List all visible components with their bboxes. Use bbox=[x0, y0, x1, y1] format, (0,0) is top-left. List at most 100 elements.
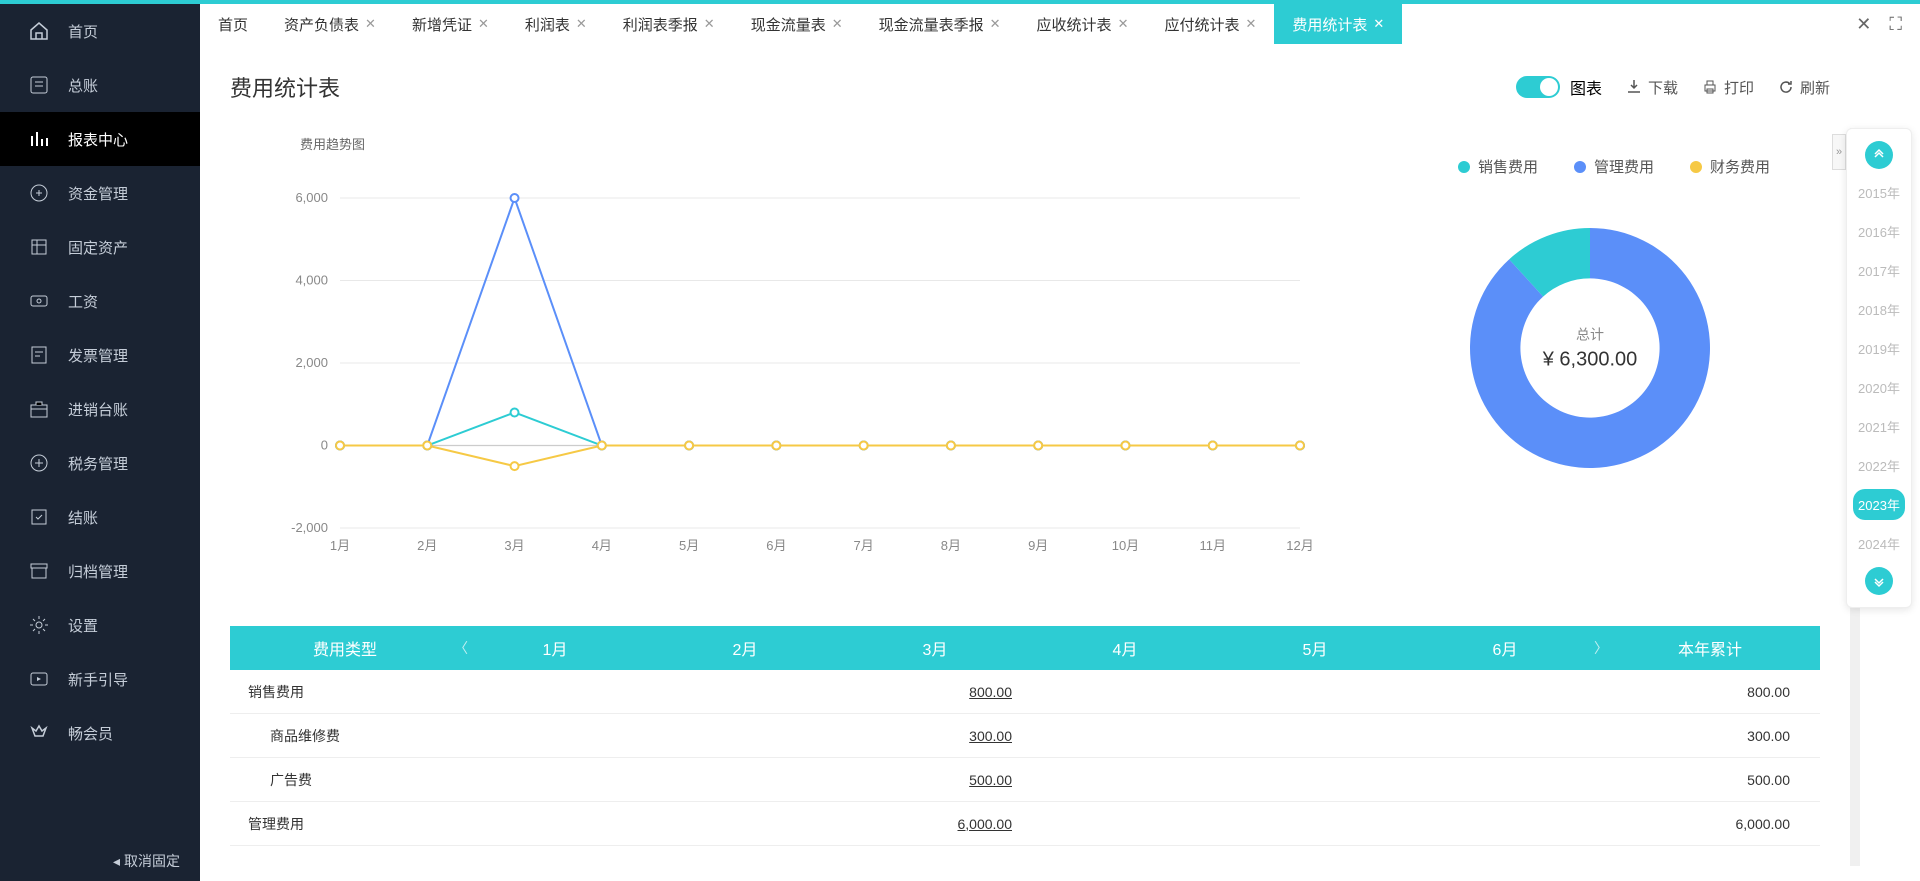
sidebar-item-label: 新手引导 bbox=[68, 669, 128, 690]
sidebar-pin-toggle[interactable]: ◂取消固定 bbox=[113, 851, 180, 871]
sidebar-item-tax[interactable]: 税务管理 bbox=[0, 436, 200, 490]
fund-icon bbox=[28, 182, 50, 204]
download-button[interactable]: 下载 bbox=[1626, 77, 1678, 98]
tab-close-icon[interactable]: ✕ bbox=[576, 16, 587, 32]
year-item[interactable]: 2020年 bbox=[1847, 368, 1911, 407]
sidebar-item-invoice[interactable]: 发票管理 bbox=[0, 328, 200, 382]
fullscreen-icon[interactable]: ⛶ bbox=[1889, 14, 1902, 35]
year-item[interactable]: 2016年 bbox=[1847, 212, 1911, 251]
stock-icon bbox=[28, 398, 50, 420]
sidebar-item-close[interactable]: 结账 bbox=[0, 490, 200, 544]
vip-icon bbox=[28, 722, 50, 744]
table-next-months[interactable]: 〉 bbox=[1594, 638, 1608, 658]
sidebar-item-guide[interactable]: 新手引导 bbox=[0, 652, 200, 706]
close-all-tabs-icon[interactable]: ✕ bbox=[1856, 14, 1871, 35]
tab-close-icon[interactable]: ✕ bbox=[478, 16, 489, 32]
page-title: 费用统计表 bbox=[230, 71, 340, 103]
table-header: 费用类型 〈 1月2月3月4月5月6月 〉 本年累计 bbox=[230, 626, 1820, 670]
td-type: 广告费 bbox=[230, 770, 460, 790]
table-row: 商品维修费300.00300.00 bbox=[230, 714, 1820, 758]
chart-toggle[interactable] bbox=[1516, 76, 1560, 98]
sidebar-item-settings[interactable]: 设置 bbox=[0, 598, 200, 652]
sidebar-item-label: 税务管理 bbox=[68, 453, 128, 474]
th-month: 5月 bbox=[1220, 636, 1410, 660]
year-item[interactable]: 2021年 bbox=[1847, 407, 1911, 446]
chevron-down-icon bbox=[1872, 574, 1886, 588]
svg-text:7月: 7月 bbox=[854, 538, 874, 553]
tab-close-icon[interactable]: ✕ bbox=[365, 16, 376, 32]
tab-应付统计表[interactable]: 应付统计表✕ bbox=[1146, 4, 1274, 44]
td-month[interactable]: 300.00 bbox=[840, 728, 1030, 744]
tab-close-icon[interactable]: ✕ bbox=[832, 16, 843, 32]
expand-year-panel[interactable]: » bbox=[1832, 134, 1846, 170]
report-icon bbox=[28, 128, 50, 150]
sidebar-item-vip[interactable]: 畅会员 bbox=[0, 706, 200, 760]
print-button[interactable]: 打印 bbox=[1702, 77, 1754, 98]
refresh-button[interactable]: 刷新 bbox=[1778, 77, 1830, 98]
tab-close-icon[interactable]: ✕ bbox=[990, 16, 1001, 32]
sidebar-item-report[interactable]: 报表中心 bbox=[0, 112, 200, 166]
tab-close-icon[interactable]: ✕ bbox=[704, 16, 715, 32]
sidebar-item-salary[interactable]: 工资 bbox=[0, 274, 200, 328]
td-month[interactable]: 800.00 bbox=[840, 684, 1030, 700]
sidebar-item-stock[interactable]: 进销台账 bbox=[0, 382, 200, 436]
year-scroll-down[interactable] bbox=[1865, 567, 1893, 595]
legend-label: 管理费用 bbox=[1594, 156, 1654, 177]
svg-text:3月: 3月 bbox=[504, 538, 524, 553]
tab-close-icon[interactable]: ✕ bbox=[1245, 16, 1256, 32]
tab-费用统计表[interactable]: 费用统计表 ✕ bbox=[1274, 4, 1402, 44]
tab-利润表季报[interactable]: 利润表季报✕ bbox=[605, 4, 733, 44]
year-item[interactable]: 2022年 bbox=[1847, 446, 1911, 485]
tab-close-icon[interactable]: ✕ bbox=[1118, 16, 1129, 32]
td-month[interactable]: 500.00 bbox=[840, 772, 1030, 788]
tab-label: 费用统计表 bbox=[1292, 14, 1367, 35]
year-item[interactable]: 2024年 bbox=[1847, 524, 1911, 563]
svg-text:4,000: 4,000 bbox=[295, 273, 328, 288]
tab-label: 新增凭证 bbox=[412, 14, 472, 35]
year-item[interactable]: 2018年 bbox=[1847, 290, 1911, 329]
table-row: 广告费500.00500.00 bbox=[230, 758, 1820, 802]
sidebar-item-label: 设置 bbox=[68, 615, 98, 636]
td-total: 800.00 bbox=[1600, 684, 1820, 700]
sidebar-item-archive[interactable]: 归档管理 bbox=[0, 544, 200, 598]
year-scroll-up[interactable] bbox=[1865, 141, 1893, 169]
settings-icon bbox=[28, 614, 50, 636]
tab-现金流量表[interactable]: 现金流量表✕ bbox=[733, 4, 861, 44]
year-item[interactable]: 2017年 bbox=[1847, 251, 1911, 290]
td-type: 商品维修费 bbox=[230, 726, 460, 746]
tab-label: 应收统计表 bbox=[1037, 14, 1112, 35]
expense-table: 费用类型 〈 1月2月3月4月5月6月 〉 本年累计 销售费用800.00800… bbox=[230, 626, 1820, 846]
legend-item-财务费用[interactable]: 财务费用 bbox=[1690, 156, 1770, 177]
chart-legend: 销售费用 管理费用 财务费用 bbox=[1458, 156, 1770, 177]
tab-label: 现金流量表季报 bbox=[879, 14, 984, 35]
sidebar-item-fund[interactable]: 资金管理 bbox=[0, 166, 200, 220]
svg-text:-2,000: -2,000 bbox=[291, 520, 328, 535]
tab-strip: 首页资产负债表✕新增凭证✕利润表✕利润表季报✕现金流量表✕现金流量表季报✕应收统… bbox=[200, 4, 1838, 44]
page-header: 费用统计表 图表 下载 打印 刷新 bbox=[200, 62, 1860, 112]
legend-item-销售费用[interactable]: 销售费用 bbox=[1458, 156, 1538, 177]
svg-text:12月: 12月 bbox=[1286, 538, 1313, 553]
legend-dot-icon bbox=[1458, 161, 1470, 173]
archive-icon bbox=[28, 560, 50, 582]
year-item[interactable]: 2015年 bbox=[1847, 173, 1911, 212]
refresh-icon bbox=[1778, 79, 1794, 95]
tab-资产负债表[interactable]: 资产负债表✕ bbox=[266, 4, 394, 44]
tab-利润表[interactable]: 利润表✕ bbox=[507, 4, 605, 44]
sidebar-item-ledger[interactable]: 总账 bbox=[0, 58, 200, 112]
legend-label: 财务费用 bbox=[1710, 156, 1770, 177]
line-chart: -2,00002,0004,0006,0001月2月3月4月5月6月7月8月9月… bbox=[270, 178, 1320, 578]
asset-icon bbox=[28, 236, 50, 258]
tab-close-icon[interactable]: ✕ bbox=[1373, 16, 1384, 32]
sidebar-item-home[interactable]: 首页 bbox=[0, 4, 200, 58]
tab-新增凭证[interactable]: 新增凭证 ✕ bbox=[394, 4, 507, 44]
sidebar-item-asset[interactable]: 固定资产 bbox=[0, 220, 200, 274]
legend-item-管理费用[interactable]: 管理费用 bbox=[1574, 156, 1654, 177]
td-month[interactable]: 6,000.00 bbox=[840, 816, 1030, 832]
table-row: 管理费用6,000.006,000.00 bbox=[230, 802, 1820, 846]
year-item[interactable]: 2019年 bbox=[1847, 329, 1911, 368]
tab-首页[interactable]: 首页 bbox=[200, 4, 266, 44]
year-item[interactable]: 2023年 bbox=[1853, 489, 1905, 520]
svg-text:11月: 11月 bbox=[1199, 538, 1226, 553]
tab-现金流量表季报[interactable]: 现金流量表季报 ✕ bbox=[861, 4, 1019, 44]
tab-应收统计表[interactable]: 应收统计表 ✕ bbox=[1019, 4, 1147, 44]
